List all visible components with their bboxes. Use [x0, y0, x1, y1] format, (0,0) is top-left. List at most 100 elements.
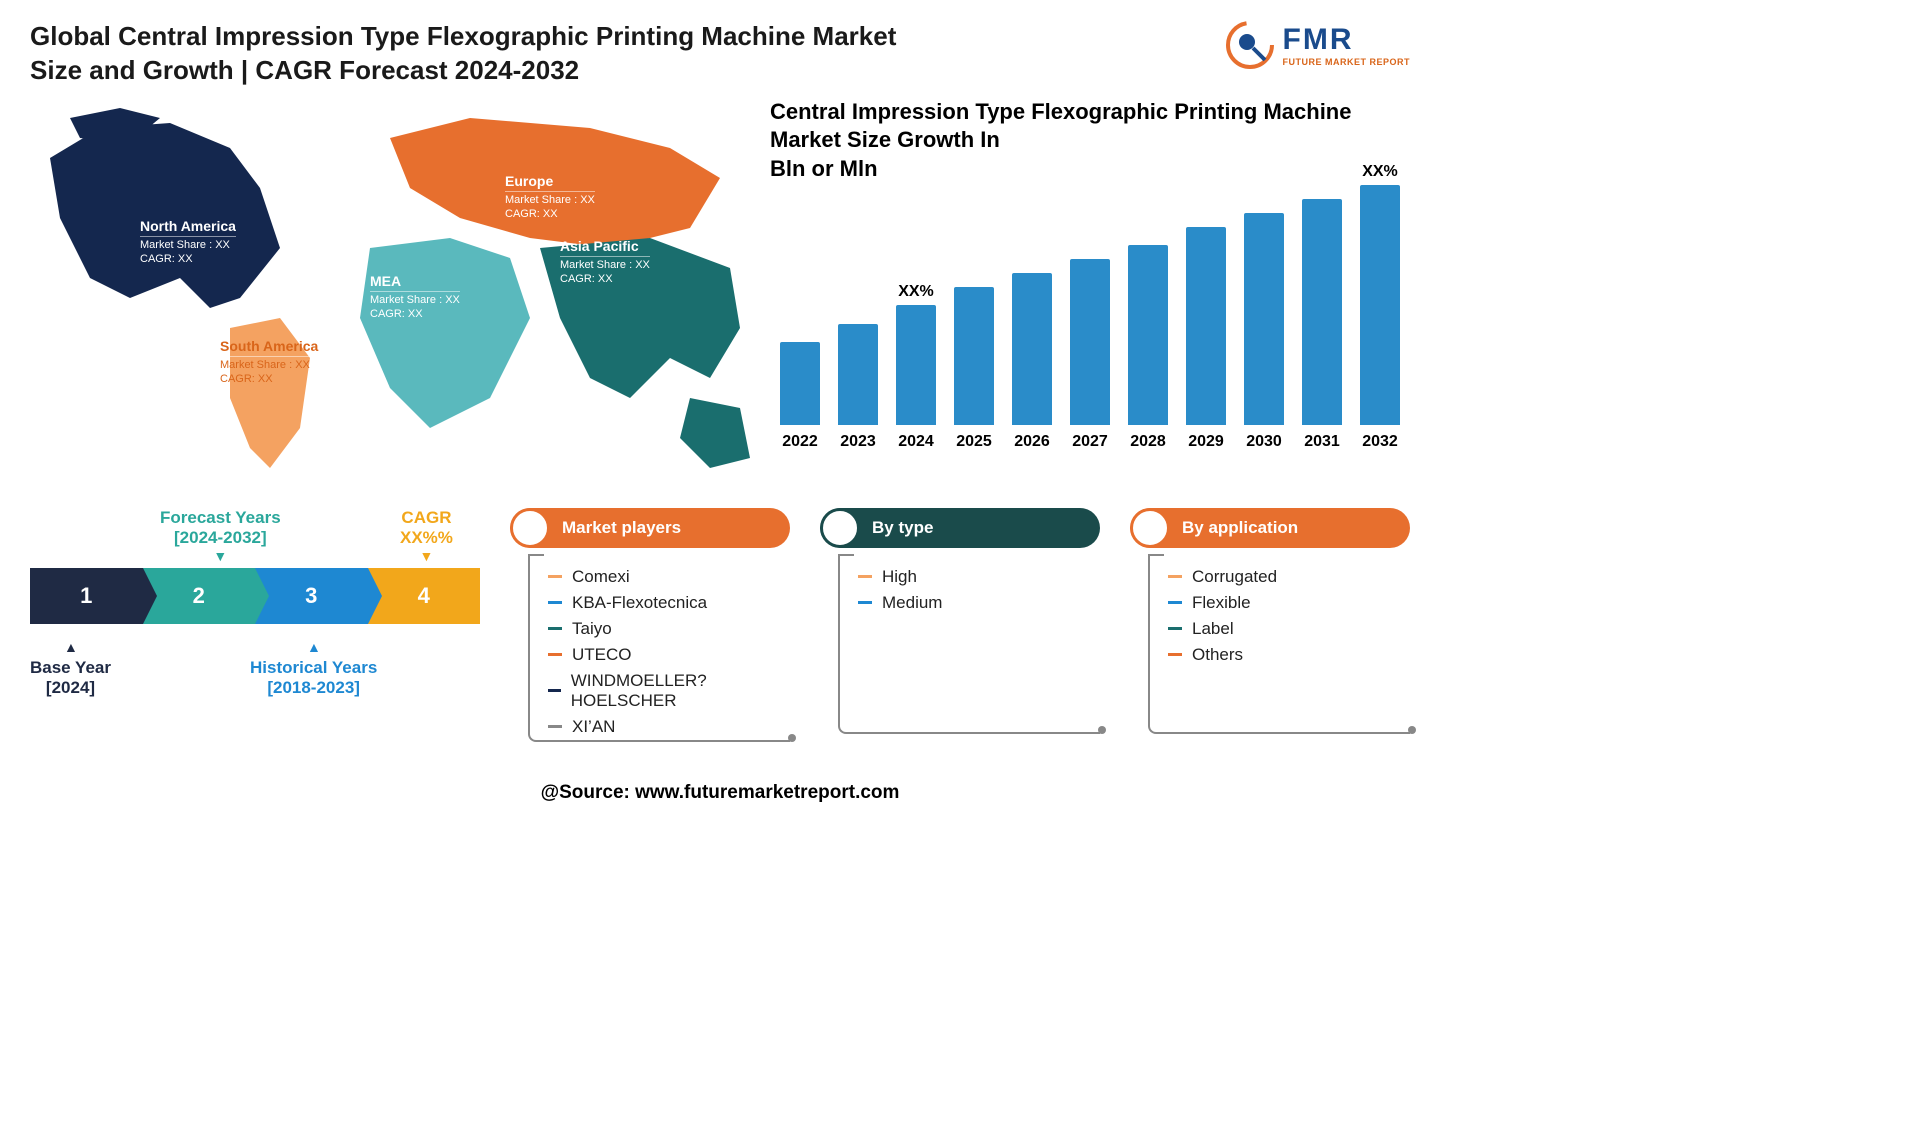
timeline-annotation: ▼Historical Years[2018-2023]: [250, 638, 377, 699]
bar-col: XX%2024: [896, 305, 936, 451]
bar-rect: [838, 324, 878, 426]
annot-label: Base Year: [30, 658, 111, 677]
bullet-icon: [1168, 601, 1182, 604]
bar-year-label: 2026: [1014, 433, 1050, 451]
list-item-label: WINDMOELLER?HOELSCHER: [571, 671, 790, 711]
list-item-label: Flexible: [1192, 593, 1251, 613]
growth-bar-chart: Central Impression Type Flexographic Pri…: [770, 98, 1410, 478]
region-label-na: North AmericaMarket Share : XXCAGR: XX: [140, 218, 236, 266]
list-item: Comexi: [548, 564, 790, 590]
bullet-icon: [548, 627, 562, 630]
page-title: Global Central Impression Type Flexograp…: [30, 20, 950, 88]
bar-rect: [1012, 273, 1052, 425]
bar-rect: XX%: [896, 305, 936, 425]
bracket-decoration: High Medium: [838, 554, 1100, 734]
category-column: By type High Medium: [820, 508, 1100, 742]
list-item-label: Comexi: [572, 567, 630, 587]
timeline-widget: 1234 Forecast Years[2024-2032]▼CAGRXX%%▼…: [30, 508, 480, 624]
bar-col: 2025: [954, 287, 994, 451]
bar-col: 2029: [1186, 227, 1226, 451]
region-share: Market Share : XX: [220, 356, 318, 372]
arrow-up-icon: ▼: [307, 640, 321, 657]
region-name: North America: [140, 218, 236, 235]
timeline-annotation: Forecast Years[2024-2032]▼: [160, 508, 281, 566]
region-cagr: CAGR: XX: [140, 253, 193, 265]
timeline-segment: 4: [368, 568, 481, 624]
category-column: By application Corrugated Flexible Label Oth…: [1130, 508, 1410, 742]
list-item-label: Others: [1192, 645, 1243, 665]
bullet-icon: [548, 725, 562, 728]
list-item: Medium: [858, 590, 1100, 616]
bar-year-label: 2031: [1304, 433, 1340, 451]
bar-col: XX% 2032: [1360, 185, 1400, 451]
region-name: MEA: [370, 273, 460, 290]
bar-rect: [1244, 213, 1284, 425]
region-cagr: CAGR: XX: [370, 308, 423, 320]
bar-col: 2028: [1128, 245, 1168, 451]
region-share: Market Share : XX: [560, 256, 650, 272]
bullet-icon: [548, 601, 562, 604]
bar-rect: [780, 342, 820, 425]
category-list: High Medium: [840, 564, 1100, 616]
category-list: Comexi KBA-Flexotecnica Taiyo UTECO WINDMOEL…: [530, 564, 790, 740]
list-item-label: High: [882, 567, 917, 587]
list-item: Others: [1168, 642, 1410, 668]
list-item-label: Corrugated: [1192, 567, 1277, 587]
region-label-sa: South AmericaMarket Share : XXCAGR: XX: [220, 338, 318, 386]
bar-col: 2022: [780, 342, 820, 451]
bar-col: 2026: [1012, 273, 1052, 451]
list-item: WINDMOELLER?HOELSCHER: [548, 668, 790, 714]
list-item: Label: [1168, 616, 1410, 642]
annot-range: [2024]: [46, 678, 95, 697]
list-item-label: UTECO: [572, 645, 632, 665]
list-item: High: [858, 564, 1100, 590]
bullet-icon: [548, 575, 562, 578]
arrow-down-icon: ▼: [400, 548, 453, 565]
bar-pct-label: XX%: [1362, 163, 1398, 181]
annot-range: [2018-2023]: [267, 678, 360, 697]
bar-col: 2030: [1244, 213, 1284, 451]
annot-range: [2024-2032]: [174, 528, 267, 547]
bar-rect: [1128, 245, 1168, 425]
list-item-label: XI’AN: [572, 717, 615, 737]
category-title: By type: [872, 518, 933, 538]
region-cagr: CAGR: XX: [220, 373, 273, 385]
list-item-label: Medium: [882, 593, 942, 613]
bullet-icon: [548, 689, 561, 692]
bar-rect: XX%: [1360, 185, 1400, 425]
bar-year-label: 2032: [1362, 433, 1398, 451]
bullet-icon: [858, 575, 872, 578]
category-header: By type: [820, 508, 1100, 548]
list-item: KBA-Flexotecnica: [548, 590, 790, 616]
list-item-label: Taiyo: [572, 619, 612, 639]
bullet-icon: [1168, 575, 1182, 578]
bar-year-label: 2027: [1072, 433, 1108, 451]
bracket-decoration: Comexi KBA-Flexotecnica Taiyo UTECO WINDMOEL…: [528, 554, 790, 742]
annot-label: CAGR: [401, 508, 451, 527]
category-column: Market players Comexi KBA-Flexotecnica Taiy…: [510, 508, 790, 742]
bar-col: 2027: [1070, 259, 1110, 451]
region-cagr: CAGR: XX: [560, 273, 613, 285]
timeline-annotation: CAGRXX%%▼: [400, 508, 453, 566]
bar-year-label: 2029: [1188, 433, 1224, 451]
logo-text-sub: FUTURE MARKET REPORT: [1283, 57, 1411, 67]
timeline-segment: 3: [255, 568, 368, 624]
bar-year-label: 2023: [840, 433, 876, 451]
list-item: Corrugated: [1168, 564, 1410, 590]
annot-label: Historical Years: [250, 658, 377, 677]
bar-year-label: 2025: [956, 433, 992, 451]
timeline-segment: 1: [30, 568, 143, 624]
annot-range: XX%%: [400, 528, 453, 547]
bullet-icon: [1168, 627, 1182, 630]
bar-rect: [1302, 199, 1342, 425]
fmr-logo: FMR FUTURE MARKET REPORT: [1225, 20, 1411, 70]
bullet-icon: [858, 601, 872, 604]
bar-pct-label: XX%: [898, 283, 934, 301]
category-header: By application: [1130, 508, 1410, 548]
category-header: Market players: [510, 508, 790, 548]
logo-text-main: FMR: [1283, 23, 1411, 57]
region-share: Market Share : XX: [505, 191, 595, 207]
region-name: Europe: [505, 173, 595, 190]
region-label-mea: MEAMarket Share : XXCAGR: XX: [370, 273, 460, 321]
logo-icon: [1225, 20, 1275, 70]
